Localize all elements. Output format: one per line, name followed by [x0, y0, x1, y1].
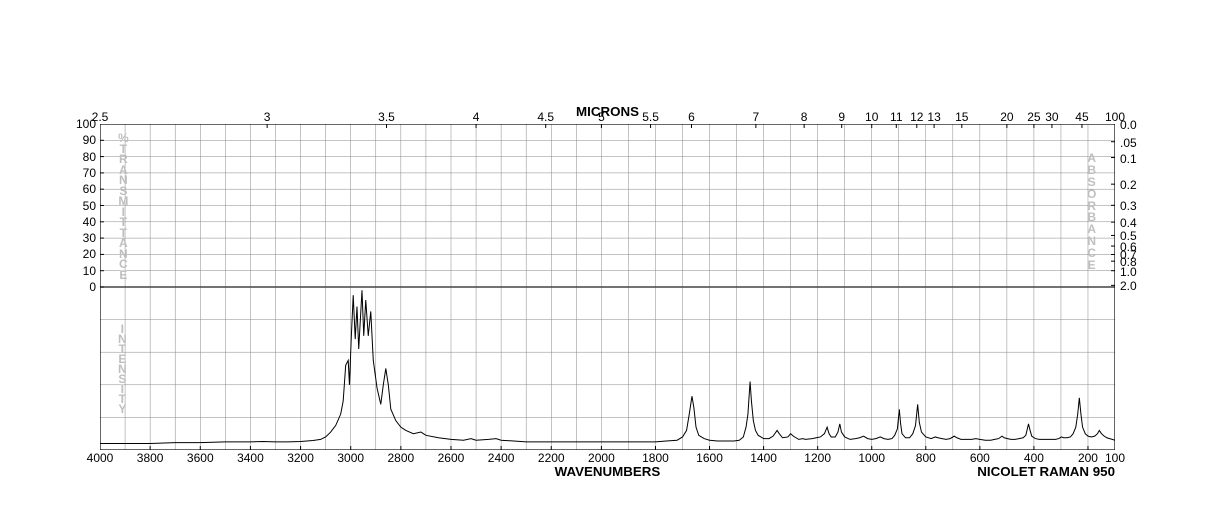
- watermark-transmittance: %TRANSMITTANCE: [118, 132, 129, 279]
- tick-label: 1000: [850, 451, 894, 465]
- tick-label: 0.4: [1120, 216, 1150, 230]
- tick-label: 2200: [529, 451, 573, 465]
- tick-label: 10: [68, 264, 96, 278]
- tick-label: 20: [68, 247, 96, 261]
- tick-label: 2600: [429, 451, 473, 465]
- tick-label: 400: [1012, 451, 1056, 465]
- tick-label: 40: [68, 215, 96, 229]
- watermark-absorbance: ABSORBANCE: [1087, 152, 1096, 271]
- instrument-label: NICOLET RAMAN 950: [977, 464, 1115, 479]
- tick-label: .05: [1120, 136, 1150, 150]
- tick-label: 8: [784, 110, 824, 124]
- tick-label: 3400: [228, 451, 272, 465]
- tick-label: 4.5: [526, 110, 566, 124]
- tick-label: 1600: [688, 451, 732, 465]
- tick-label: 3: [247, 110, 287, 124]
- tick-label: 100: [68, 117, 96, 131]
- tick-label: 800: [904, 451, 948, 465]
- tick-label: 5.5: [631, 110, 671, 124]
- plot-area: [100, 124, 1115, 450]
- tick-label: 4000: [78, 451, 122, 465]
- tick-label: 3600: [178, 451, 222, 465]
- watermark-intensity: INTENSITY: [118, 323, 127, 413]
- tick-label: 70: [68, 166, 96, 180]
- tick-label: 30: [68, 231, 96, 245]
- bottom-axis-title: WAVENUMBERS: [100, 464, 1115, 479]
- tick-label: 1200: [796, 451, 840, 465]
- tick-label: 90: [68, 133, 96, 147]
- tick-label: 0.2: [1120, 178, 1150, 192]
- tick-label: 2.0: [1120, 279, 1150, 293]
- tick-label: 3800: [128, 451, 172, 465]
- tick-label: 3000: [329, 451, 373, 465]
- tick-label: 0.3: [1120, 199, 1150, 213]
- tick-label: 2000: [579, 451, 623, 465]
- tick-label: 60: [68, 182, 96, 196]
- tick-label: 600: [958, 451, 1002, 465]
- tick-label: 50: [68, 199, 96, 213]
- tick-label: 1.0: [1120, 265, 1150, 279]
- tick-label: 100: [1093, 451, 1137, 465]
- tick-label: 2400: [479, 451, 523, 465]
- tick-label: 15: [942, 110, 982, 124]
- tick-label: 0.0: [1120, 118, 1150, 132]
- tick-label: 7: [736, 110, 776, 124]
- tick-label: 80: [68, 150, 96, 164]
- plot-svg: [100, 124, 1115, 450]
- tick-label: 4: [456, 110, 496, 124]
- tick-label: 1800: [633, 451, 677, 465]
- tick-label: 0.1: [1120, 152, 1150, 166]
- tick-label: 5: [581, 110, 621, 124]
- page: { "canvas": { "width": 1224, "height": 5…: [0, 0, 1224, 528]
- tick-label: 3.5: [367, 110, 407, 124]
- tick-label: 2800: [379, 451, 423, 465]
- tick-label: 3200: [279, 451, 323, 465]
- tick-label: 6: [672, 110, 712, 124]
- tick-label: 1400: [742, 451, 786, 465]
- tick-label: 0: [68, 280, 96, 294]
